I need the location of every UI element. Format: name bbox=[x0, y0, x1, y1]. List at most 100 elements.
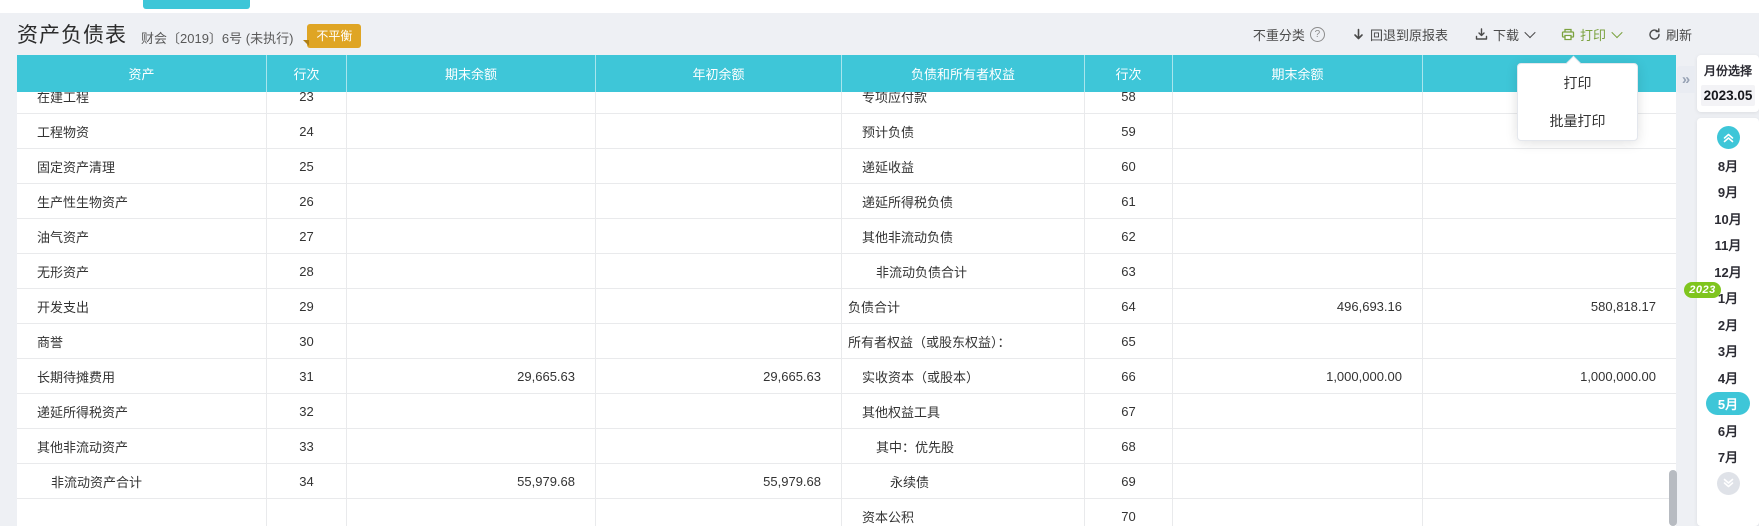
month-item[interactable]: 6月 bbox=[1717, 423, 1739, 439]
cell-asset-ending-balance bbox=[347, 92, 596, 113]
month-item-selected[interactable]: 5月 bbox=[1706, 392, 1750, 416]
cell-asset-name: 递延所得税资产 bbox=[17, 394, 267, 428]
print-dropdown-menu: 打印 批量打印 bbox=[1517, 63, 1638, 141]
balance-sheet-table: 资产 行次 期末余额 年初余额 负债和所有者权益 行次 期末余额 在建工程 23 专项应付款 58… bbox=[17, 55, 1676, 526]
cell-asset-line-no: 28 bbox=[267, 254, 347, 288]
cell-asset-line-no: 33 bbox=[267, 429, 347, 463]
cell-asset-ending-balance bbox=[347, 289, 596, 323]
month-item[interactable]: 3月 bbox=[1717, 344, 1739, 360]
revert-button[interactable]: 回退到原报表 bbox=[1352, 25, 1448, 44]
month-item[interactable]: 11月 bbox=[1714, 238, 1742, 254]
table-row: 非流动资产合计 34 55,979.68 55,979.68 永续债 69 bbox=[17, 464, 1676, 499]
column-header: 资产 bbox=[17, 55, 267, 92]
cell-liability-line-no: 62 bbox=[1085, 219, 1173, 253]
cell-asset-ending-balance bbox=[347, 429, 596, 463]
cell-asset-ending-balance bbox=[347, 149, 596, 183]
browser-top-strip bbox=[0, 0, 1759, 13]
cell-liability-name: 预计负债 bbox=[842, 114, 1085, 148]
month-list: 8月 9月 10月 11月 12月 1月 2月 3月 4月 5月 6月 7月 bbox=[1706, 152, 1750, 470]
cell-asset-line-no: 34 bbox=[267, 464, 347, 498]
cell-liability-line-no: 60 bbox=[1085, 149, 1173, 183]
cell-asset-beginning-balance bbox=[596, 114, 842, 148]
table-row: 生产性生物资产 26 递延所得税负债 61 bbox=[17, 184, 1676, 219]
cell-liability-beginning-balance bbox=[1423, 394, 1676, 428]
cell-liability-name: 其他非流动负债 bbox=[842, 219, 1085, 253]
cell-liability-line-no: 63 bbox=[1085, 254, 1173, 288]
revert-label: 回退到原报表 bbox=[1369, 27, 1448, 43]
month-item[interactable]: 8月 bbox=[1717, 158, 1739, 174]
menu-item-print[interactable]: 打印 bbox=[1563, 75, 1592, 91]
month-item[interactable]: 10月 bbox=[1714, 211, 1742, 227]
cell-liability-beginning-balance: 1,000,000.00 bbox=[1580, 368, 1656, 384]
cell-asset-ending-balance bbox=[347, 394, 596, 428]
reclassify-toggle[interactable]: 不重分类 ? bbox=[1253, 25, 1325, 44]
cell-liability-name: 递延所得税负债 bbox=[842, 184, 1085, 218]
scroll-months-down-button[interactable] bbox=[1716, 472, 1740, 495]
month-item[interactable]: 2月 bbox=[1717, 317, 1739, 333]
scroll-months-up-button[interactable] bbox=[1716, 126, 1740, 149]
cell-liability-name: 专项应付款 bbox=[842, 92, 1085, 113]
table-row: 工程物资 24 预计负债 59 bbox=[17, 114, 1676, 149]
cell-asset-beginning-balance bbox=[596, 324, 842, 358]
vertical-scrollbar-thumb[interactable] bbox=[1669, 470, 1677, 526]
cell-asset-ending-balance bbox=[347, 184, 596, 218]
cell-liability-name: 永续债 bbox=[842, 464, 1085, 498]
cell-asset-beginning-balance bbox=[596, 149, 842, 183]
cell-liability-line-no: 69 bbox=[1085, 464, 1173, 498]
print-button[interactable]: 打印 bbox=[1561, 25, 1623, 44]
table-row: 固定资产清理 25 递延收益 60 bbox=[17, 149, 1676, 184]
cell-liability-ending-balance bbox=[1173, 394, 1423, 428]
cell-liability-ending-balance bbox=[1173, 499, 1423, 526]
download-button[interactable]: 下载 bbox=[1475, 25, 1536, 44]
arrow-down-icon bbox=[1354, 28, 1363, 39]
cell-asset-ending-balance bbox=[347, 254, 596, 288]
refresh-button[interactable]: 刷新 bbox=[1648, 25, 1692, 44]
month-item[interactable]: 12月 bbox=[1714, 264, 1742, 280]
month-item[interactable]: 7月 bbox=[1717, 450, 1739, 466]
cell-liability-ending-balance bbox=[1173, 92, 1423, 113]
month-item[interactable]: 1月 bbox=[1717, 291, 1739, 307]
current-period: 2023.05 bbox=[1701, 85, 1755, 106]
cell-liability-beginning-balance bbox=[1423, 219, 1676, 253]
cell-asset-line-no: 29 bbox=[267, 289, 347, 323]
sidebar-collapse-tab[interactable]: » bbox=[1677, 66, 1695, 93]
cell-asset-ending-balance bbox=[347, 499, 596, 526]
cell-asset-beginning-balance: 29,665.63 bbox=[596, 359, 842, 393]
table-row: 开发支出 29 负债合计 64 496,693.16 580,818.17 bbox=[17, 289, 1676, 324]
column-header: 行次 bbox=[267, 55, 347, 92]
cell-liability-ending-balance bbox=[1173, 184, 1423, 218]
cell-asset-ending-balance bbox=[347, 114, 596, 148]
cell-asset-beginning-balance bbox=[596, 219, 842, 253]
cell-liability-name: 其他权益工具 bbox=[842, 394, 1085, 428]
cell-asset-beginning-balance bbox=[596, 394, 842, 428]
cell-liability-ending-balance: 1,000,000.00 bbox=[1173, 359, 1423, 393]
column-header: 行次 bbox=[1085, 55, 1173, 92]
cell-asset-beginning-balance bbox=[596, 254, 842, 288]
cell-liability-line-no: 67 bbox=[1085, 394, 1173, 428]
cell-liability-beginning-balance bbox=[1423, 499, 1676, 526]
cell-asset-name: 固定资产清理 bbox=[17, 149, 267, 183]
printer-icon bbox=[1561, 28, 1575, 40]
cell-asset-line-no: 23 bbox=[267, 92, 347, 113]
double-chevron-up-icon bbox=[1723, 133, 1733, 143]
cell-liability-beginning-balance bbox=[1423, 149, 1676, 183]
month-item[interactable]: 4月 bbox=[1717, 370, 1739, 386]
app-tab[interactable] bbox=[143, 0, 250, 9]
cell-asset-line-no bbox=[267, 499, 347, 526]
menu-item-batch-print[interactable]: 批量打印 bbox=[1549, 113, 1606, 129]
cell-asset-name: 在建工程 bbox=[17, 92, 267, 113]
cell-asset-line-no: 25 bbox=[267, 149, 347, 183]
month-item[interactable]: 9月 bbox=[1717, 185, 1739, 201]
cell-liability-line-no: 58 bbox=[1085, 92, 1173, 113]
table-body: 在建工程 23 专项应付款 58 工程物资 24 预计负债 59 固定资产清理 25 递延收益 60 生… bbox=[17, 92, 1676, 526]
cell-asset-line-no: 26 bbox=[267, 184, 347, 218]
cell-liability-name: 实收资本（或股本） bbox=[842, 359, 1085, 393]
table-row: 在建工程 23 专项应付款 58 bbox=[17, 92, 1676, 114]
download-label: 下载 bbox=[1492, 27, 1519, 43]
cell-liability-line-no: 61 bbox=[1085, 184, 1173, 218]
help-icon[interactable]: ? bbox=[1309, 26, 1325, 42]
cell-asset-beginning-balance bbox=[596, 499, 842, 526]
unbalanced-badge: 不平衡 bbox=[303, 24, 362, 48]
table-row: 递延所得税资产 32 其他权益工具 67 bbox=[17, 394, 1676, 429]
cell-liability-name: 其中：优先股 bbox=[842, 429, 1085, 463]
